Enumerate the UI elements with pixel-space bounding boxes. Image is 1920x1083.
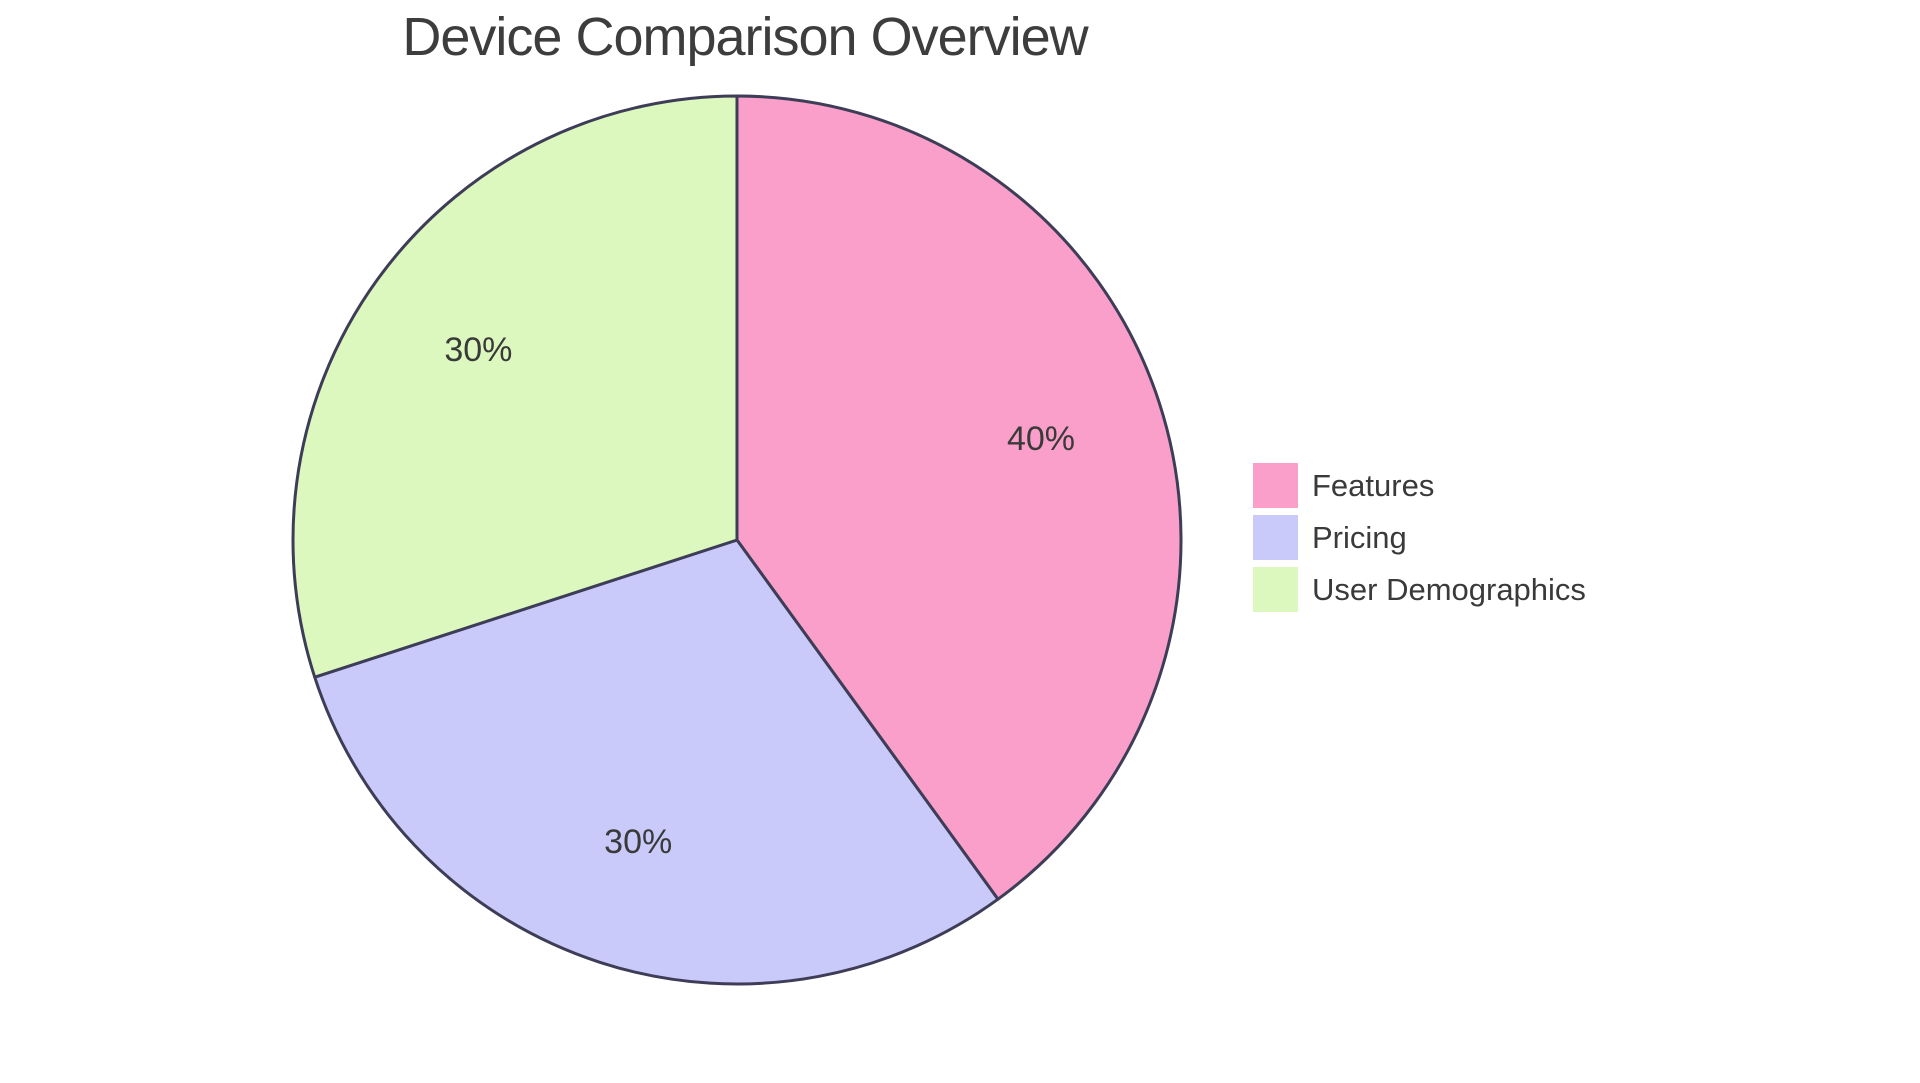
legend-item-features: Features <box>1253 463 1586 508</box>
slice-percent-label-user-demographics: 30% <box>444 331 512 369</box>
slice-percent-label-pricing: 30% <box>604 823 672 861</box>
pie-slice-user-demographics <box>291 94 739 679</box>
slice-percent-label-features: 40% <box>1007 420 1075 458</box>
legend-swatch-features <box>1253 463 1298 508</box>
legend-swatch-user-demographics <box>1253 567 1298 612</box>
legend-label-features: Features <box>1312 467 1435 503</box>
legend-item-user-demographics: User Demographics <box>1253 567 1586 612</box>
chart-title: Device Comparison Overview <box>402 7 1088 67</box>
pie-slice-features <box>735 94 1183 901</box>
pie-labels-group: 40% 30% 30% <box>444 331 1075 861</box>
legend: Features Pricing User Demographics <box>1253 463 1586 612</box>
legend-label-user-demographics: User Demographics <box>1312 571 1586 607</box>
pie-slices-group <box>291 94 1183 986</box>
legend-swatch-pricing <box>1253 515 1298 560</box>
legend-item-pricing: Pricing <box>1253 515 1586 560</box>
legend-label-pricing: Pricing <box>1312 519 1407 555</box>
pie-slice-pricing <box>313 538 1000 986</box>
